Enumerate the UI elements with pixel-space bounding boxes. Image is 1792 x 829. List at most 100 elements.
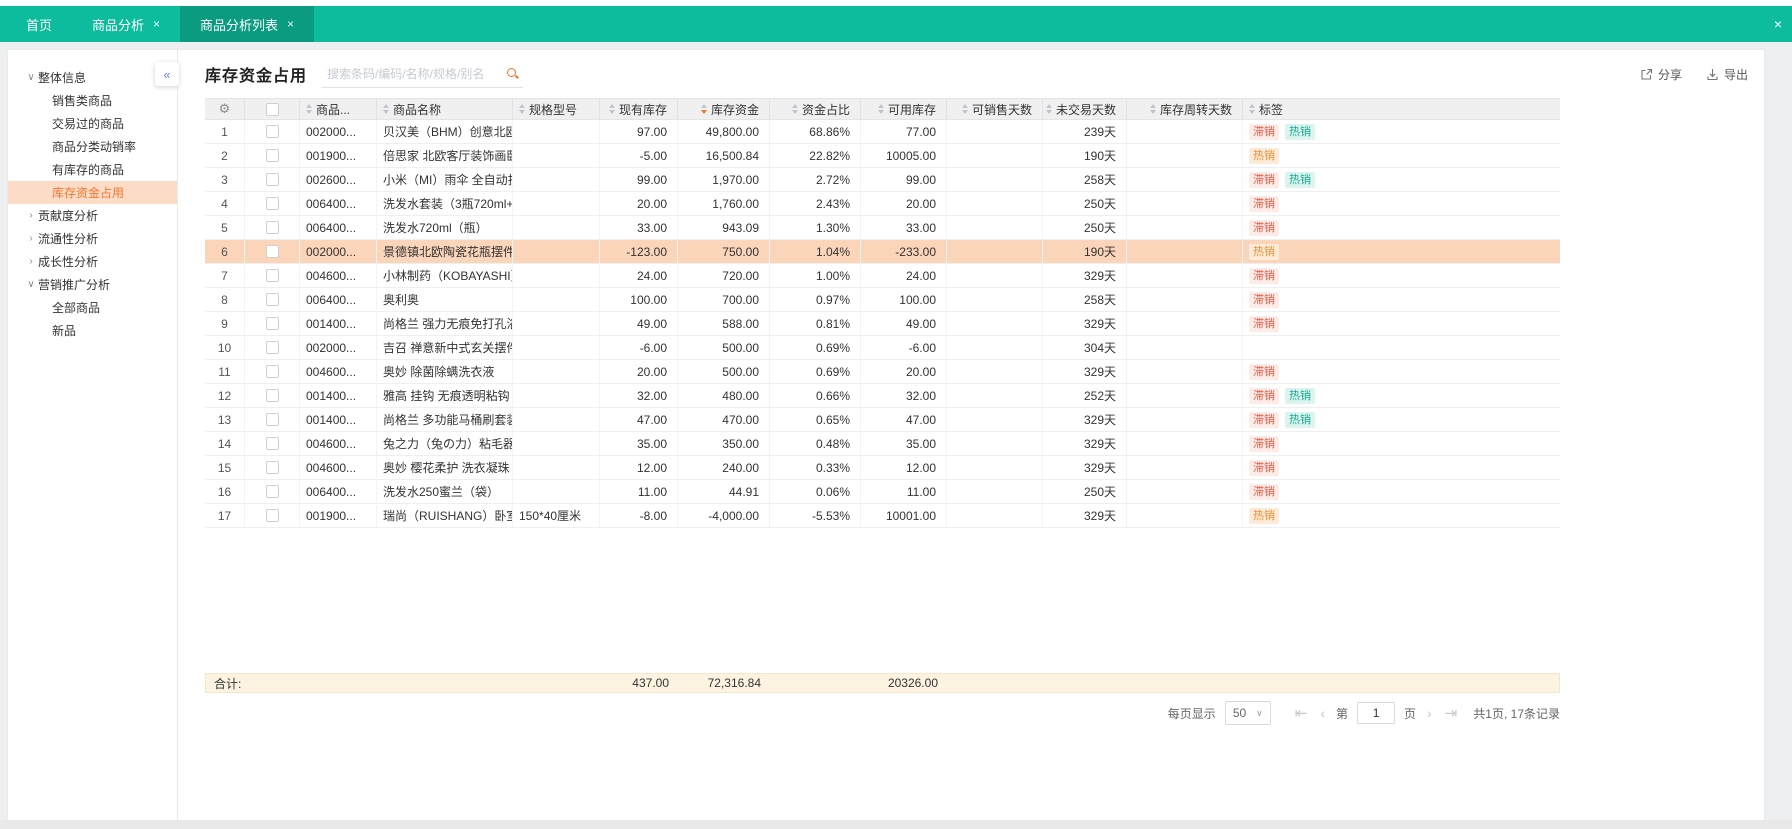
cell-ratio: 2.72% bbox=[770, 168, 861, 191]
tag-badge: 热销 bbox=[1285, 123, 1315, 140]
table-row[interactable]: 6 002000...景德镇北欧陶瓷花瓶摆件 优 -123.00750.001.04… bbox=[205, 240, 1560, 264]
tab-home[interactable]: 首页 bbox=[6, 6, 72, 42]
row-checkbox[interactable] bbox=[265, 173, 279, 186]
cell-no-trade-days: 329天 bbox=[1043, 504, 1127, 527]
gear-icon[interactable]: ⚙ bbox=[218, 101, 231, 116]
horizontal-scrollbar[interactable] bbox=[0, 820, 1792, 829]
cell-spec bbox=[513, 312, 600, 335]
table-row[interactable]: 11 004600... 奥妙 除菌除螨洗衣液 20.00 500.00 0.69% 20.… bbox=[205, 360, 1560, 384]
search-input[interactable] bbox=[325, 65, 507, 82]
row-checkbox[interactable] bbox=[265, 269, 279, 282]
sidebar-item[interactable]: › 贡献度分析 bbox=[8, 204, 177, 227]
first-page-button[interactable]: ⇤ bbox=[1294, 705, 1308, 722]
export-button[interactable]: 导出 bbox=[1706, 66, 1748, 83]
table-row[interactable]: 15 004600... 奥妙 樱花柔护 洗衣凝珠 10 12.00 240.00 0.3… bbox=[205, 456, 1560, 480]
sidebar-item[interactable]: ∨ 整体信息 bbox=[8, 66, 177, 89]
tag-badge: 热销 bbox=[1285, 411, 1315, 428]
tab-close-icon[interactable]: × bbox=[153, 17, 161, 31]
select-all-checkbox[interactable] bbox=[265, 102, 279, 116]
row-checkbox[interactable] bbox=[265, 461, 279, 474]
sort-asc-caret bbox=[961, 104, 968, 108]
cell-sellable-days bbox=[947, 336, 1043, 359]
sidebar-item[interactable]: › 成长性分析 bbox=[8, 250, 177, 273]
column-header-stock[interactable]: 现有库存 bbox=[600, 99, 678, 119]
page-size-value: 50 bbox=[1232, 706, 1247, 720]
column-header-spec[interactable]: 规格型号 bbox=[513, 99, 600, 119]
column-header-settings[interactable]: ⚙ bbox=[205, 99, 245, 119]
row-checkbox[interactable] bbox=[265, 365, 279, 378]
row-checkbox[interactable] bbox=[265, 221, 279, 234]
close-all-icon[interactable]: × bbox=[1764, 6, 1792, 42]
tab-1[interactable]: 商品分析 × bbox=[72, 6, 180, 42]
table-row[interactable]: 14 004600... 兔之力（兔の力）粘毛器粘 35.00 350.00 0.48% 3… bbox=[205, 432, 1560, 456]
search-icon[interactable] bbox=[506, 67, 519, 80]
cell-no-trade-days: 329天 bbox=[1043, 312, 1127, 335]
sidebar-collapse-button[interactable]: « bbox=[155, 62, 179, 86]
row-checkbox[interactable] bbox=[265, 245, 279, 258]
row-checkbox[interactable] bbox=[265, 485, 279, 498]
table-row[interactable]: 5 006400... 洗发水720ml（瓶） 33.00 943.09 1.30% 33.… bbox=[205, 216, 1560, 240]
row-checkbox[interactable] bbox=[265, 389, 279, 402]
sidebar-item[interactable]: 有库存的商品 bbox=[8, 158, 177, 181]
prev-page-button[interactable]: ‹ bbox=[1320, 705, 1326, 721]
sidebar-item-label: 营销推广分析 bbox=[38, 278, 111, 292]
row-checkbox[interactable] bbox=[265, 125, 279, 138]
cell-fund: 350.00 bbox=[678, 432, 770, 455]
cell-tags: 滞销 热销 bbox=[1243, 408, 1560, 431]
share-button[interactable]: 分享 bbox=[1640, 66, 1682, 83]
sidebar-item[interactable]: 商品分类动销率 bbox=[8, 135, 177, 158]
next-page-button[interactable]: › bbox=[1427, 705, 1432, 721]
tab-2[interactable]: 商品分析列表 × bbox=[180, 6, 315, 42]
table-row[interactable]: 1 002000...贝汉美（BHM）创意北欧陶瓷 97.0049,800.0068… bbox=[205, 120, 1560, 144]
table-row[interactable]: 16 006400... 洗发水250蜜兰（袋） 11.00 44.91 0.06% 11.… bbox=[205, 480, 1560, 504]
table-row[interactable]: 12 001400... 雅高 挂钩 无痕透明粘钩 强 32.00 480.00 0.66… bbox=[205, 384, 1560, 408]
page-size-select[interactable]: 50 ∨ bbox=[1224, 701, 1271, 725]
page-number-input[interactable] bbox=[1357, 702, 1396, 724]
cell-turnover-days bbox=[1127, 456, 1243, 479]
column-header-turnover_days[interactable]: 库存周转天数 bbox=[1127, 99, 1243, 119]
sidebar-item-label: 新品 bbox=[52, 324, 77, 338]
column-header-available[interactable]: 可用库存 bbox=[861, 99, 947, 119]
table-row[interactable]: 17001900...瑞尚（RUISHANG）卧室装150*40厘米-8.00-… bbox=[205, 504, 1560, 528]
table-row[interactable]: 2 001900...倍思家 北欧客厅装饰画卧室 -5.0016,500.8422.… bbox=[205, 144, 1560, 168]
tab-close-icon[interactable]: × bbox=[287, 17, 295, 31]
cell-fund: 480.00 bbox=[678, 384, 770, 407]
table-row[interactable]: 4006400...洗发水套装（3瓶720ml+1瓶20.001,760.002… bbox=[205, 192, 1560, 216]
sidebar-item[interactable]: 交易过的商品 bbox=[8, 112, 177, 135]
last-page-button[interactable]: ⇥ bbox=[1444, 705, 1458, 722]
cell-fund: 1,970.00 bbox=[678, 168, 770, 191]
column-header-sellable_days[interactable]: 可销售天数 bbox=[947, 99, 1043, 119]
sidebar-item[interactable]: 全部商品 bbox=[8, 296, 177, 319]
table-row[interactable]: 7004600...小林制药（KOBAYASHI）日24.00720.001.0… bbox=[205, 264, 1560, 288]
row-checkbox[interactable] bbox=[265, 341, 279, 354]
sidebar-item[interactable]: ∨ 营销推广分析 bbox=[8, 273, 177, 296]
row-checkbox[interactable] bbox=[265, 509, 279, 522]
row-checkbox[interactable] bbox=[265, 413, 279, 426]
cell-code: 006400... bbox=[300, 480, 377, 503]
row-checkbox[interactable] bbox=[265, 149, 279, 162]
table-row[interactable]: 8 006400... 奥利奥 100.00 700.00 0.97% 100.00 258天… bbox=[205, 288, 1560, 312]
cell-tags: 滞销 bbox=[1243, 480, 1560, 503]
cell-available: 10001.00 bbox=[861, 504, 947, 527]
column-header-select[interactable] bbox=[245, 99, 300, 119]
column-header-no_trade_days[interactable]: 未交易天数 bbox=[1043, 99, 1127, 119]
sidebar-item[interactable]: › 流通性分析 bbox=[8, 227, 177, 250]
row-checkbox[interactable] bbox=[265, 437, 279, 450]
row-checkbox[interactable] bbox=[265, 317, 279, 330]
row-checkbox[interactable] bbox=[265, 293, 279, 306]
column-header-ratio[interactable]: 资金占比 bbox=[770, 99, 861, 119]
sidebar-item[interactable]: 销售类商品 bbox=[8, 89, 177, 112]
column-header-tags[interactable]: 标签 bbox=[1243, 99, 1560, 119]
tag-badge: 滞销 bbox=[1249, 483, 1279, 500]
column-header-name[interactable]: 商品名称 bbox=[377, 99, 513, 119]
row-checkbox[interactable] bbox=[265, 197, 279, 210]
column-header-code[interactable]: 商品... bbox=[300, 99, 377, 119]
sidebar-item[interactable]: 新品 bbox=[8, 319, 177, 342]
sidebar-item[interactable]: 库存资金占用 bbox=[8, 181, 177, 204]
cell-no-trade-days: 252天 bbox=[1043, 384, 1127, 407]
column-header-fund[interactable]: 库存资金 bbox=[678, 99, 770, 119]
